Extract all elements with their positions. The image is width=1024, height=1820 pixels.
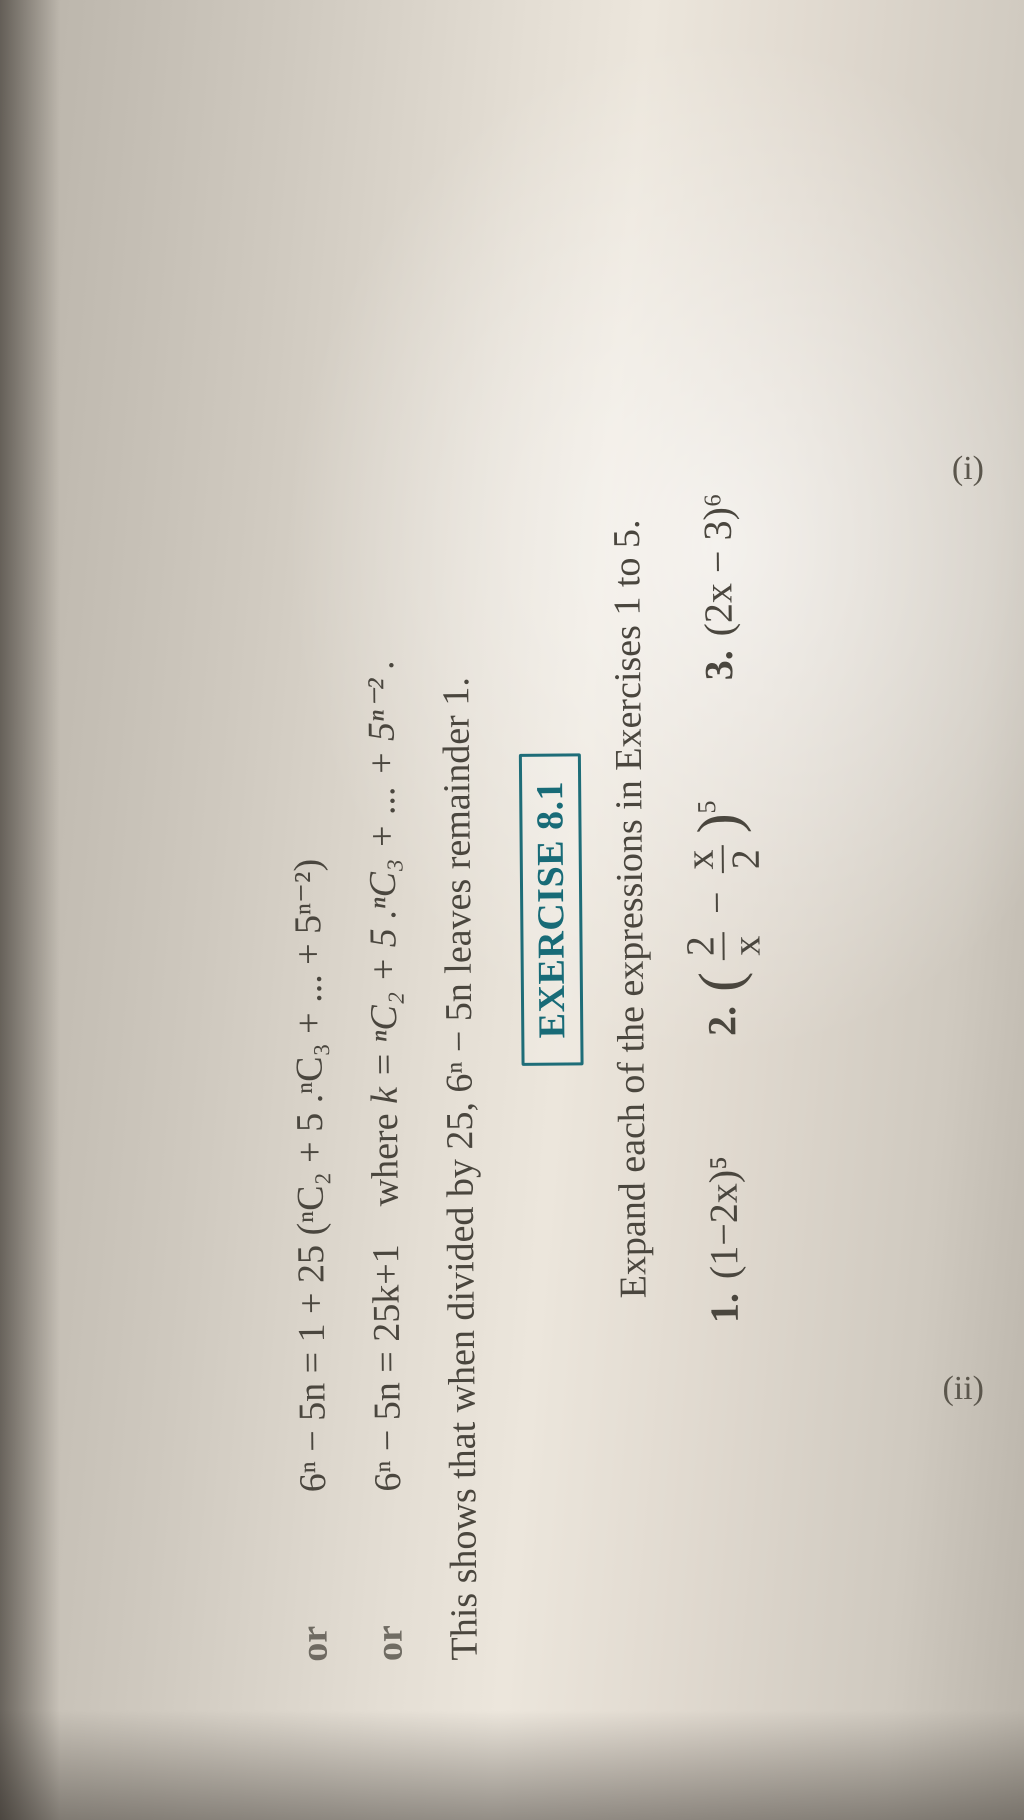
frac-left-bot: x <box>722 932 766 960</box>
proof-line-2-k: k = ⁿC₂ + 5 .ⁿC₃ + ... + 5ⁿ⁻² . <box>360 659 406 1104</box>
problems-row: 1. (1−2x)⁵ 2. ( 2 x − x 2 )5 <box>671 158 770 1659</box>
problem-1-expr: (1−2x)⁵ <box>699 1156 747 1280</box>
proof-line-2: or 6ⁿ − 5n = 25k+1 where k = ⁿC₂ + 5 .ⁿC… <box>351 161 417 1661</box>
problem-3-num: 3. <box>695 650 742 680</box>
proof-line-1: or 6ⁿ − 5n = 1 + 25 (ⁿC₂ + 5 .ⁿC₃ + ... … <box>276 162 342 1662</box>
problem-2-op: − <box>694 891 739 914</box>
problem-1: 1. (1−2x)⁵ <box>680 1156 767 1324</box>
close-paren: ) <box>685 813 751 834</box>
frac-right-top: x <box>679 845 721 873</box>
problem-2-expr: ( 2 x − x 2 )5 <box>677 800 765 992</box>
problem-3-expr: (2x − 3)⁶ <box>694 493 742 637</box>
exercise-heading-box: EXERCISE 8.1 <box>518 754 583 1066</box>
lead-or-2: or <box>363 1501 418 1661</box>
proof-line-1-body: 6ⁿ − 5n = 1 + 25 (ⁿC₂ + 5 .ⁿC₃ + ... + 5… <box>287 859 335 1493</box>
problem-1-num: 1. <box>701 1293 748 1323</box>
frac-left-top: 2 <box>680 932 722 960</box>
exercise-instruction: Expand each of the expressions in Exerci… <box>601 159 658 1659</box>
frac-left: 2 x <box>680 932 766 961</box>
problem-2-num: 2. <box>698 1006 745 1036</box>
content-block: or 6ⁿ − 5n = 1 + 25 (ⁿC₂ + 5 .ⁿC₃ + ... … <box>254 158 771 1662</box>
problem-2-power: 5 <box>692 800 721 813</box>
frac-right: x 2 <box>679 845 765 874</box>
problem-2: 2. ( 2 x − x 2 )5 <box>677 800 765 1036</box>
proof-line-2-body-pre: 6ⁿ − 5n = 25k+1 where <box>364 1104 409 1492</box>
frac-right-bot: 2 <box>721 845 765 873</box>
bottom-shadow <box>0 1710 1024 1820</box>
lead-or-1: or <box>287 1502 342 1662</box>
open-paren: ( <box>686 972 752 993</box>
page-rotated-content: or 6ⁿ − 5n = 1 + 25 (ⁿC₂ + 5 .ⁿC₃ + ... … <box>0 390 1024 1430</box>
exercise-heading-wrap: EXERCISE 8.1 <box>513 159 588 1659</box>
proof-conclusion: This shows that when divided by 25, 6ⁿ −… <box>426 160 492 1660</box>
problem-3: 3. (2x − 3)⁶ <box>674 493 762 681</box>
